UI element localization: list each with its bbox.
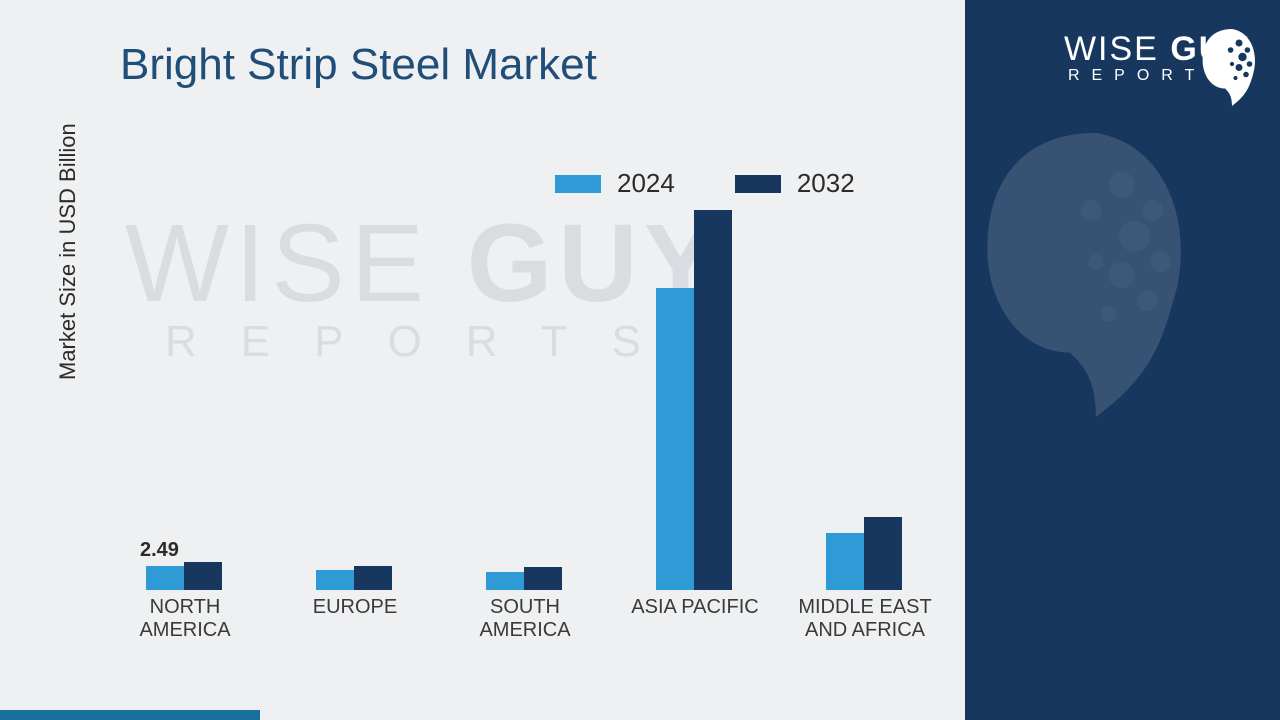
category-label: NORTH AMERICA bbox=[115, 590, 255, 642]
bar-series-a bbox=[316, 570, 354, 590]
legend-swatch-b bbox=[735, 175, 781, 193]
brand-head-icon bbox=[1190, 25, 1260, 110]
category-label: SOUTH AMERICA bbox=[455, 590, 595, 642]
bar-series-b bbox=[864, 517, 902, 590]
bar-series-a bbox=[486, 572, 524, 590]
brand-word1: WISE bbox=[1064, 30, 1159, 68]
bar-series-a: 2.49 bbox=[146, 566, 184, 590]
chart-title: Bright Strip Steel Market bbox=[120, 40, 597, 90]
legend-label-a: 2024 bbox=[617, 168, 675, 199]
bar-series-b bbox=[524, 567, 562, 590]
watermark-head-icon bbox=[940, 120, 1200, 430]
category-label: EUROPE bbox=[285, 590, 425, 619]
brand-logo: WISE GUY REPORTS bbox=[1064, 30, 1250, 85]
bar-series-a bbox=[656, 288, 694, 590]
legend-label-b: 2032 bbox=[797, 168, 855, 199]
legend-item-b: 2032 bbox=[735, 168, 855, 199]
bottom-accent-bar bbox=[0, 710, 260, 720]
legend-item-a: 2024 bbox=[555, 168, 675, 199]
category-label: ASIA PACIFIC bbox=[625, 590, 765, 619]
y-axis-label: Market Size in USD Billion bbox=[55, 123, 81, 380]
bar-series-b bbox=[184, 562, 222, 590]
legend: 2024 2032 bbox=[555, 168, 855, 199]
bar-series-b bbox=[354, 566, 392, 590]
bar-series-a bbox=[826, 533, 864, 590]
bar-chart: 2.49NORTH AMERICAEUROPESOUTH AMERICAASIA… bbox=[120, 200, 960, 590]
legend-swatch-a bbox=[555, 175, 601, 193]
bar-value-label: 2.49 bbox=[140, 539, 179, 562]
plot-area: 2.49NORTH AMERICAEUROPESOUTH AMERICAASIA… bbox=[120, 200, 960, 590]
category-label: MIDDLE EAST AND AFRICA bbox=[795, 590, 935, 642]
bar-series-b bbox=[694, 210, 732, 590]
